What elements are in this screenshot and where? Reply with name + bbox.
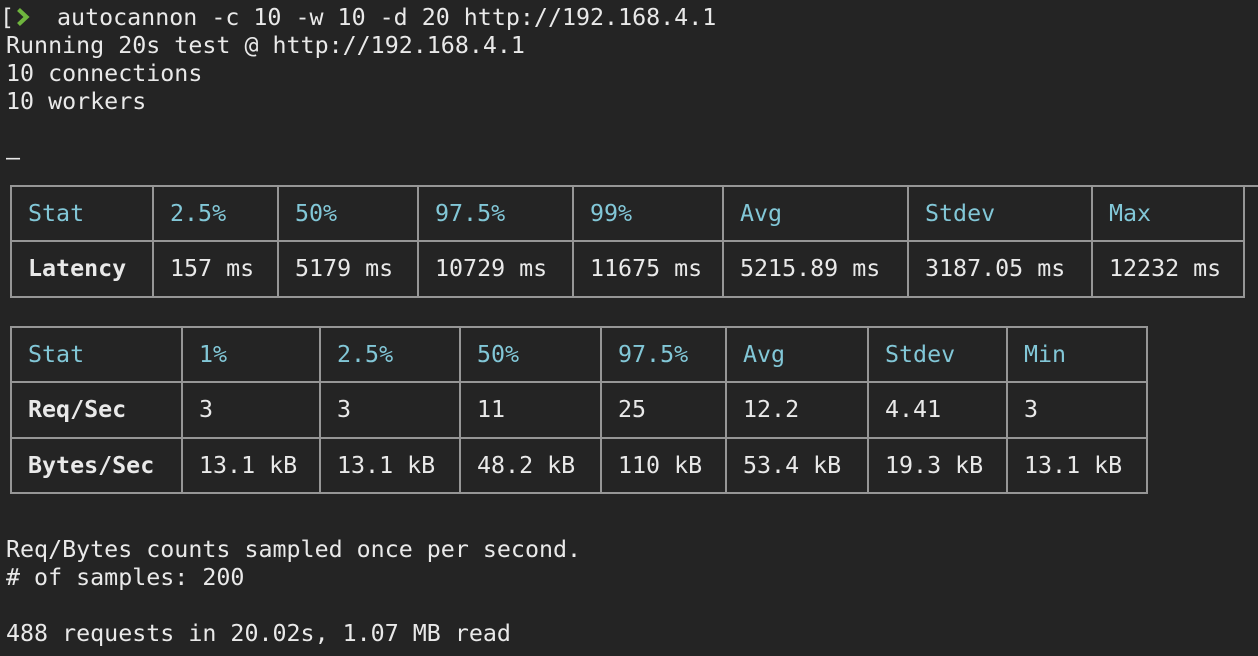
bytes-sec-cell: 13.1 kB (1006, 437, 1148, 494)
throughput-col-header: Min (1006, 326, 1148, 383)
bytes-sec-cell: 13.1 kB (319, 437, 461, 494)
latency-data-row: Latency 157 ms 5179 ms 10729 ms 11675 ms… (10, 240, 1245, 298)
req-sec-cell: 3 (319, 381, 461, 439)
latency-cell: 5179 ms (277, 240, 419, 298)
throughput-col-header: Avg (725, 326, 869, 383)
latency-cell: 3187.05 ms (907, 240, 1093, 298)
sampled-note-line: Req/Bytes counts sampled once per second… (6, 536, 582, 563)
throughput-col-header: 50% (459, 326, 602, 383)
bytes-sec-cell: 110 kB (600, 437, 727, 494)
req-sec-cell: 4.41 (867, 381, 1008, 439)
prompt-bracket: [ (0, 4, 15, 31)
bytes-sec-row: Bytes/Sec 13.1 kB 13.1 kB 48.2 kB 110 kB… (10, 437, 1148, 494)
latency-cell: 10729 ms (417, 240, 574, 298)
req-sec-cell: 12.2 (725, 381, 869, 439)
req-sec-cell: 25 (600, 381, 727, 439)
connections-line: 10 connections (6, 60, 203, 87)
latency-cell: 11675 ms (572, 240, 724, 298)
bytes-sec-cell: 13.1 kB (181, 437, 321, 494)
latency-col-header: 2.5% (152, 185, 279, 242)
latency-col-header: Stat (10, 185, 154, 242)
latency-col-header: Max (1091, 185, 1245, 242)
bytes-sec-row-label: Bytes/Sec (10, 437, 183, 494)
running-test-line: Running 20s test @ http://192.168.4.1 (6, 32, 525, 59)
latency-col-header: Stdev (907, 185, 1093, 242)
summary-line: 488 requests in 20.02s, 1.07 MB read (6, 620, 511, 647)
bytes-sec-cell: 53.4 kB (725, 437, 869, 494)
req-sec-row: Req/Sec 3 3 11 25 12.2 4.41 3 (10, 381, 1148, 439)
req-sec-cell: 3 (181, 381, 321, 439)
throughput-col-header: Stdev (867, 326, 1008, 383)
latency-table: Stat 2.5% 50% 97.5% 99% Avg Stdev Max La… (10, 185, 1245, 298)
latency-cell: 157 ms (152, 240, 279, 298)
latency-cell: 5215.89 ms (722, 240, 909, 298)
latency-cell: 12232 ms (1091, 240, 1245, 298)
latency-col-header: 99% (572, 185, 724, 242)
throughput-header-row: Stat 1% 2.5% 50% 97.5% Avg Stdev Min (10, 326, 1148, 383)
latency-col-header: 50% (277, 185, 419, 242)
prompt-line: [ autocannon -c 10 -w 10 -d 20 http://192… (0, 4, 716, 32)
throughput-col-header: 1% (181, 326, 321, 383)
bytes-sec-cell: 48.2 kB (459, 437, 602, 494)
latency-header-row: Stat 2.5% 50% 97.5% 99% Avg Stdev Max (10, 185, 1245, 242)
throughput-col-header: 2.5% (319, 326, 461, 383)
req-sec-cell: 3 (1006, 381, 1148, 439)
chevron-right-icon (15, 6, 30, 34)
throughput-col-header: 97.5% (600, 326, 727, 383)
req-sec-cell: 11 (459, 381, 602, 439)
workers-line: 10 workers (6, 88, 147, 115)
latency-col-header: 97.5% (417, 185, 574, 242)
progress-spinner-dash: — (6, 144, 21, 171)
bytes-sec-cell: 19.3 kB (867, 437, 1008, 494)
throughput-col-header: Stat (10, 326, 183, 383)
command-text: autocannon -c 10 -w 10 -d 20 http://192.… (57, 4, 717, 31)
samples-count-line: # of samples: 200 (6, 564, 245, 591)
latency-col-header: Avg (722, 185, 909, 242)
latency-table-top-border-overflow (1243, 185, 1258, 187)
req-sec-row-label: Req/Sec (10, 381, 183, 439)
throughput-table: Stat 1% 2.5% 50% 97.5% Avg Stdev Min Req… (10, 326, 1148, 494)
latency-row-label: Latency (10, 240, 154, 298)
